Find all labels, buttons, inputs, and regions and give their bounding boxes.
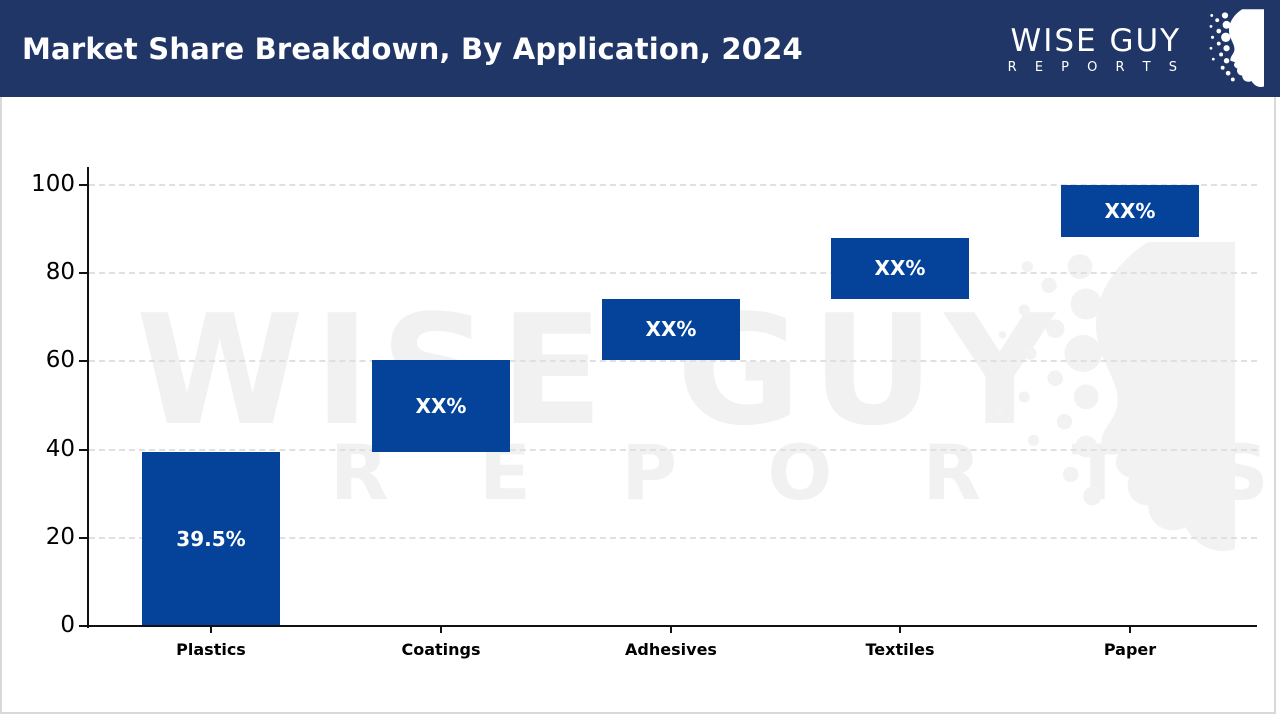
bar-paper: XX% [1061, 185, 1199, 238]
bar-value-label-plastics: 39.5% [176, 526, 246, 551]
gridline-20 [89, 536, 1257, 539]
bar-value-label-coatings: XX% [415, 393, 467, 418]
bar-value-label-textiles: XX% [874, 256, 926, 281]
y-axis-tick-label-0: 0 [60, 612, 75, 638]
brand-subtitle: R E P O R T S [1007, 59, 1184, 75]
bar-adhesives: XX% [602, 299, 740, 360]
y-axis-tick-80 [79, 272, 88, 275]
x-axis-tick-plastics [210, 627, 212, 633]
x-axis-label-adhesives: Adhesives [625, 640, 717, 659]
x-axis-label-plastics: Plastics [176, 640, 246, 659]
y-axis-tick-60 [79, 360, 88, 363]
gridline-60 [89, 360, 1257, 363]
bar-textiles: XX% [831, 237, 969, 299]
y-axis-tick-label-40: 40 [45, 435, 75, 462]
y-axis-line [87, 167, 89, 628]
x-axis-line [87, 625, 1257, 627]
y-axis-tick-label-60: 60 [45, 347, 75, 374]
bar-plastics: 39.5% [142, 451, 280, 626]
x-axis-tick-coatings [440, 627, 442, 633]
brand-logo: WISE GUY R E P O R T S [1008, 8, 1264, 89]
bar-value-label-adhesives: XX% [645, 317, 697, 342]
dotted-head-logo-icon [1209, 8, 1264, 87]
y-axis-tick-100 [79, 184, 88, 186]
x-axis-label-coatings: Coatings [401, 640, 481, 659]
x-axis-tick-textiles [899, 627, 901, 633]
gridline-100 [89, 184, 1257, 186]
bar-value-label-paper: XX% [1104, 199, 1156, 224]
y-axis-tick-40 [79, 448, 88, 451]
y-axis-tick-0 [79, 625, 88, 627]
chart-frame-border [0, 97, 1276, 714]
y-axis-tick-label-20: 20 [45, 523, 75, 550]
x-axis-label-paper: Paper [1103, 640, 1157, 659]
header-bar: Market Share Breakdown, By Application, … [0, 0, 1280, 97]
watermark-text-wise-guy: WISE GUY [136, 282, 1065, 459]
brand-logo-text: WISE GUY R E P O R T S [1008, 23, 1184, 75]
x-axis-tick-adhesives [670, 627, 672, 633]
bar-coatings: XX% [372, 360, 510, 452]
x-axis-label-textiles: Textiles [865, 640, 935, 659]
x-axis-tick-paper [1129, 627, 1131, 633]
y-axis-tick-20 [79, 536, 88, 539]
chart-title: Market Share Breakdown, By Application, … [22, 31, 803, 66]
watermark-dotted-head-icon [995, 241, 1235, 552]
gridline-40 [89, 448, 1257, 451]
y-axis-tick-label-80: 80 [45, 259, 75, 286]
y-axis-tick-label-100: 100 [31, 171, 75, 197]
brand-name: WISE GUY [1010, 22, 1182, 59]
gridline-80 [89, 272, 1257, 275]
